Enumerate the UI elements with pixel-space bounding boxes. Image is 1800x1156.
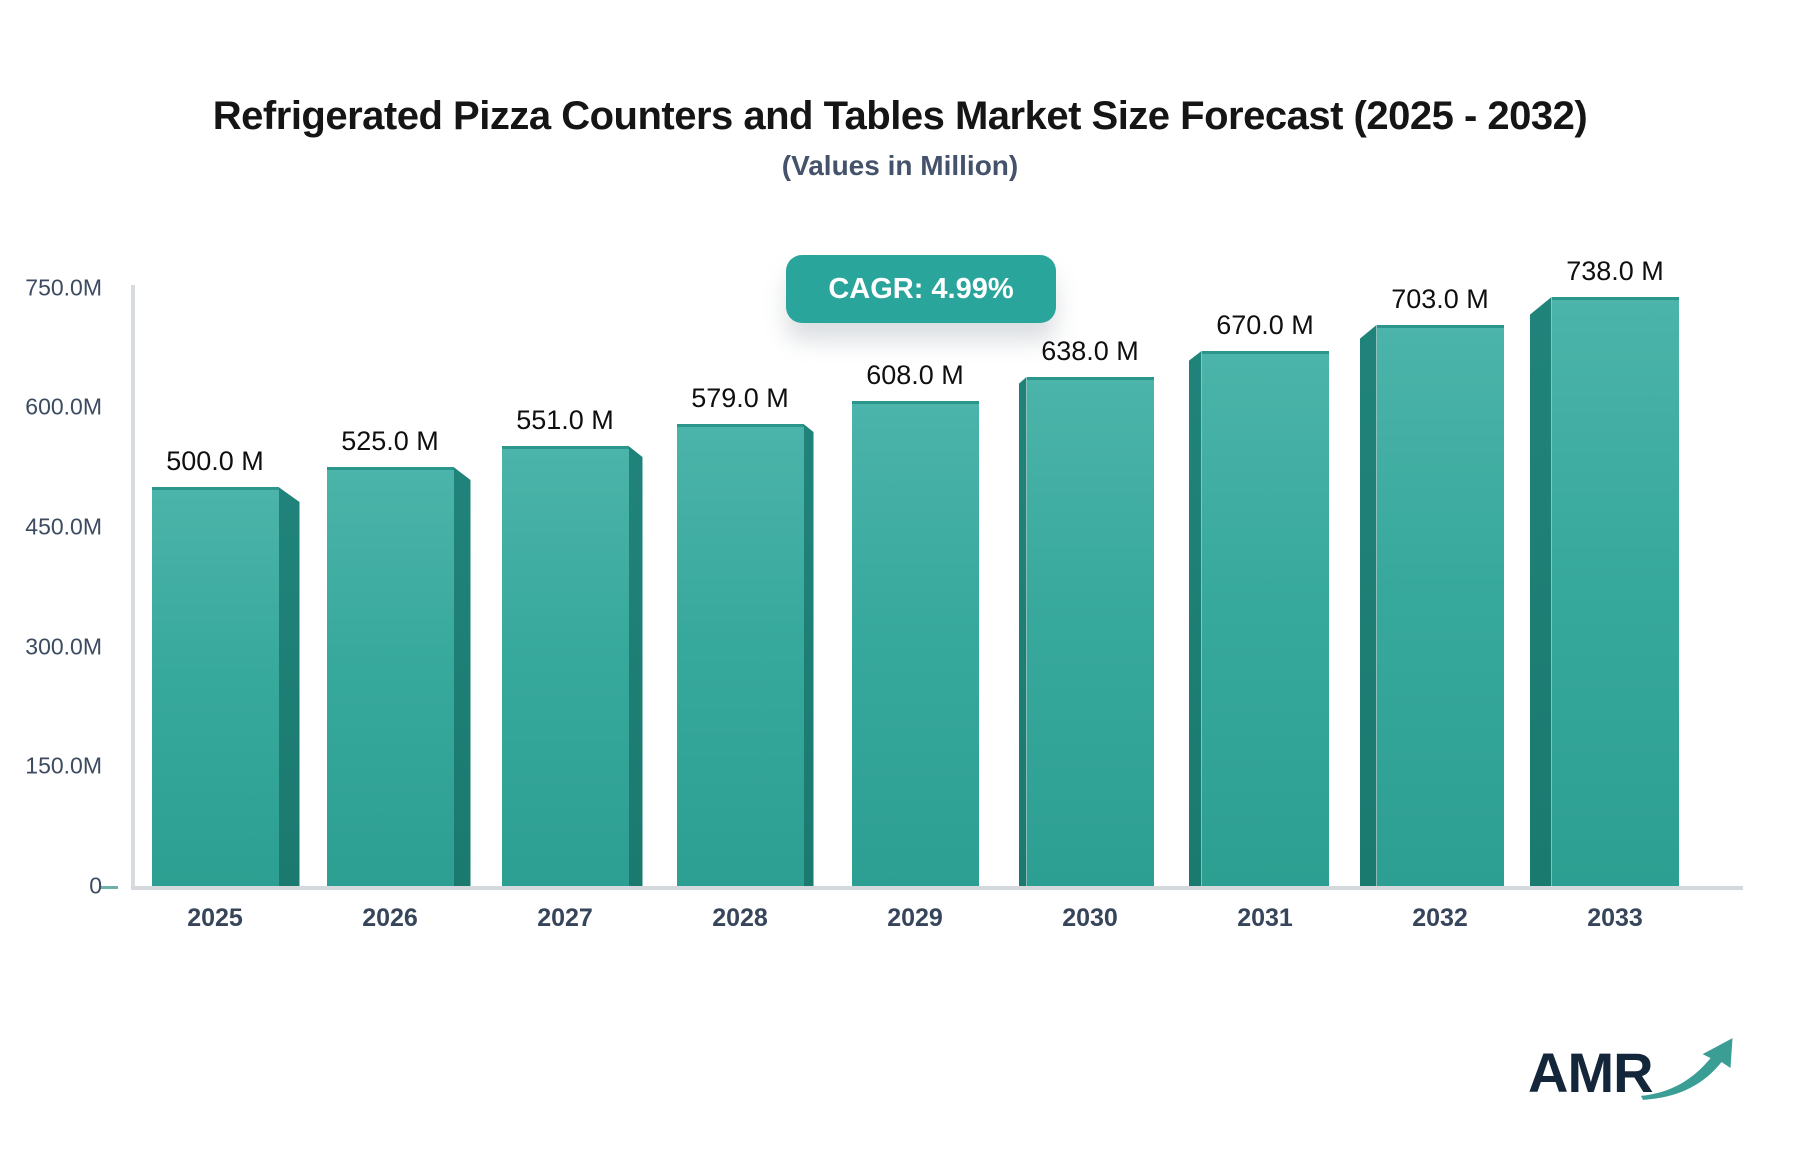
bar-top-edge: [1376, 325, 1504, 328]
bar-top-edge: [326, 467, 454, 470]
bar-value-label-2032: 703.0 M: [1391, 284, 1489, 314]
bar-2030: [1026, 377, 1154, 886]
bar-value-label-2028: 579.0 M: [691, 383, 789, 413]
bar-value-label-2030: 638.0 M: [1041, 336, 1139, 366]
x-axis-tick-label-2030: 2030: [1062, 904, 1118, 932]
y-axis-tick-label: 600.0M: [25, 393, 102, 420]
bar-value-label-2026: 525.0 M: [341, 426, 439, 456]
bar-2029: [851, 401, 979, 886]
bar-value-label-2033: 738.0 M: [1566, 256, 1664, 286]
y-axis-tick-label: 150.0M: [25, 752, 102, 779]
bar-2031: [1201, 351, 1329, 886]
growth-arrow-icon: [1640, 1038, 1733, 1100]
bar-value-label-2027: 551.0 M: [516, 405, 614, 435]
y-axis-tick-label: 0: [89, 872, 102, 899]
bar-top-edge: [1201, 351, 1329, 354]
bar-top-edge: [1551, 297, 1679, 300]
x-axis-tick-label-2028: 2028: [712, 904, 768, 932]
bar-top-edge: [151, 487, 279, 490]
bar-3d-side-2027: [628, 446, 643, 886]
bar-top-edge: [676, 424, 804, 427]
cagr-badge: CAGR: 4.99%: [786, 255, 1056, 323]
bar-3d-side-2026: [453, 467, 471, 886]
bar-2032: [1376, 325, 1504, 886]
bar-top-edge: [501, 446, 629, 449]
x-axis-tick-label-2032: 2032: [1412, 904, 1468, 932]
x-axis-tick-label-2025: 2025: [187, 904, 243, 932]
x-axis-tick-label-2027: 2027: [537, 904, 593, 932]
x-axis-tick-label-2033: 2033: [1587, 904, 1643, 932]
bar-2026: [326, 467, 454, 886]
bar-3d-side-2033: [1529, 297, 1552, 886]
bar-value-label-2031: 670.0 M: [1216, 310, 1314, 340]
bar-3d-side-2030: [1018, 377, 1027, 886]
bar-3d-side-2025: [278, 487, 300, 886]
chart-title: Refrigerated Pizza Counters and Tables M…: [212, 94, 1588, 138]
bar-3d-side-2031: [1188, 351, 1202, 886]
brand-logo-text: AMR: [1528, 1041, 1654, 1104]
y-axis-line: [131, 285, 135, 888]
chart-subtitle: (Values in Million): [781, 150, 1019, 181]
zero-tick-mark: [100, 886, 118, 889]
bar-value-label-2025: 500.0 M: [166, 446, 264, 476]
bar-3d-side-2028: [803, 424, 814, 886]
bar-2033: [1551, 297, 1679, 886]
y-axis-tick-label: 450.0M: [25, 513, 102, 540]
x-axis-tick-label-2029: 2029: [887, 904, 943, 932]
bar-2025: [151, 487, 279, 886]
bar-value-label-2029: 608.0 M: [866, 360, 964, 390]
y-axis-tick-label: 300.0M: [25, 633, 102, 660]
bar-2028: [676, 424, 804, 886]
bar-top-edge: [1026, 377, 1154, 380]
bar-top-edge: [851, 401, 979, 404]
x-axis-tick-label-2031: 2031: [1237, 904, 1293, 932]
x-axis-baseline: [131, 886, 1743, 890]
x-axis-tick-label-2026: 2026: [362, 904, 418, 932]
y-axis-tick-label: 750.0M: [25, 274, 102, 300]
bar-3d-side-2032: [1359, 325, 1377, 886]
bar-2027: [501, 446, 629, 886]
brand-logo: AMR: [1528, 1032, 1738, 1114]
